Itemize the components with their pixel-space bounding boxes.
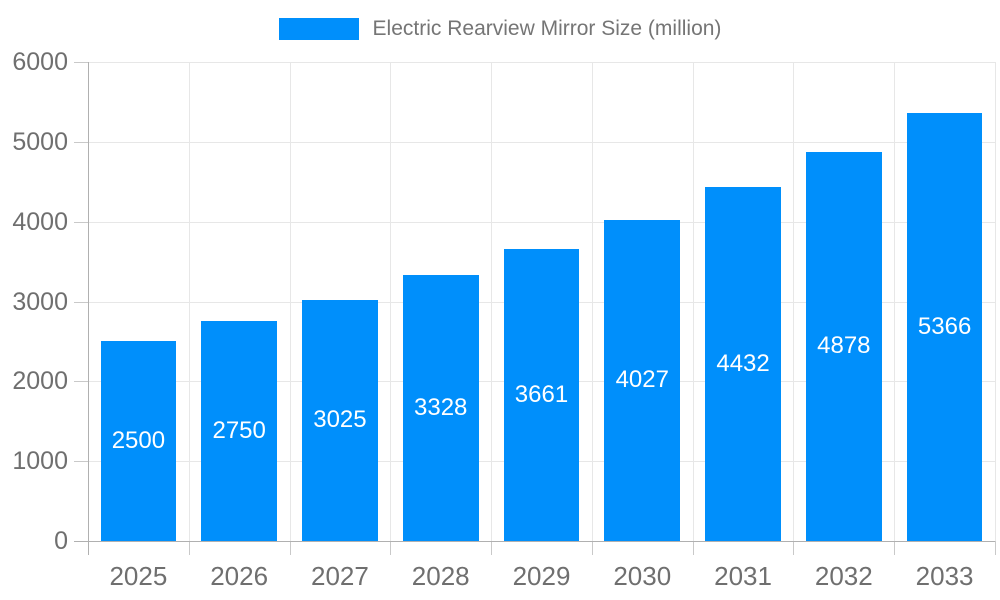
legend-swatch-icon xyxy=(278,18,359,40)
y-tick-label: 6000 xyxy=(12,48,68,76)
x-axis-tick xyxy=(188,541,190,555)
bar-2026[interactable] xyxy=(201,321,277,541)
x-axis-tick xyxy=(591,541,593,555)
bar-2033[interactable] xyxy=(906,112,983,541)
x-tick-label: 2033 xyxy=(915,561,974,591)
x-tick-label: 2026 xyxy=(210,561,269,591)
x-axis-tick xyxy=(390,541,392,555)
bar-value-label: 2750 xyxy=(212,417,266,445)
bar-2029[interactable] xyxy=(503,248,580,541)
x-axis-line xyxy=(74,541,995,542)
v-gridline xyxy=(491,62,493,541)
y-tick-label: 2000 xyxy=(12,367,68,396)
x-tick-label: 2028 xyxy=(411,561,470,591)
v-gridline xyxy=(692,62,694,541)
x-axis-tick xyxy=(692,541,694,555)
x-tick-label: 2030 xyxy=(613,561,672,591)
y-tick-label: 1000 xyxy=(12,447,68,476)
y-axis-tick xyxy=(74,221,88,223)
bar-2031[interactable] xyxy=(705,187,781,541)
y-axis-tick xyxy=(74,461,88,463)
legend-item[interactable]: Electric Rearview Mirror Size (million) xyxy=(0,17,1000,41)
bar-value-label: 4878 xyxy=(817,332,871,360)
x-axis-tick xyxy=(793,541,795,555)
h-gridline xyxy=(88,221,995,223)
y-tick-label: 5000 xyxy=(12,127,68,156)
x-axis-tick xyxy=(491,541,493,555)
v-gridline xyxy=(289,62,291,541)
bar-value-label: 3025 xyxy=(313,406,367,434)
x-tick-label: 2031 xyxy=(714,561,772,591)
v-gridline xyxy=(390,62,392,541)
bar-value-label: 2500 xyxy=(111,427,166,455)
bar-2027[interactable] xyxy=(302,299,378,541)
x-tick-label: 2032 xyxy=(814,561,873,591)
y-axis-line xyxy=(88,62,89,555)
x-axis-tick xyxy=(289,541,291,555)
x-axis-tick xyxy=(894,541,896,555)
bar-value-label: 4027 xyxy=(615,366,669,394)
v-gridline xyxy=(793,62,795,541)
h-gridline xyxy=(88,62,995,63)
v-gridline xyxy=(591,62,593,541)
y-axis-tick xyxy=(74,62,88,63)
bar-2025[interactable] xyxy=(100,341,177,541)
y-tick-label: 0 xyxy=(54,527,68,555)
bar-value-label: 3328 xyxy=(414,394,468,422)
x-axis-tick xyxy=(995,541,996,555)
y-axis-tick xyxy=(74,141,88,143)
y-axis-tick xyxy=(74,301,88,303)
h-gridline xyxy=(88,141,995,143)
y-tick-label: 3000 xyxy=(12,287,68,316)
x-tick-label: 2025 xyxy=(109,561,168,591)
bar-2030[interactable] xyxy=(604,219,681,541)
y-tick-label: 4000 xyxy=(12,207,68,236)
v-gridline xyxy=(894,62,896,541)
legend-label: Electric Rearview Mirror Size (million) xyxy=(372,17,722,40)
bar-value-label: 4432 xyxy=(716,350,770,378)
v-gridline xyxy=(995,62,996,541)
bar-2028[interactable] xyxy=(402,275,479,541)
bar-value-label: 5366 xyxy=(917,312,972,340)
v-gridline xyxy=(188,62,190,541)
x-tick-label: 2027 xyxy=(311,561,369,591)
y-axis-tick xyxy=(74,381,88,383)
x-tick-label: 2029 xyxy=(512,561,571,591)
bar-2032[interactable] xyxy=(806,151,882,541)
bar-value-label: 3661 xyxy=(514,380,569,408)
